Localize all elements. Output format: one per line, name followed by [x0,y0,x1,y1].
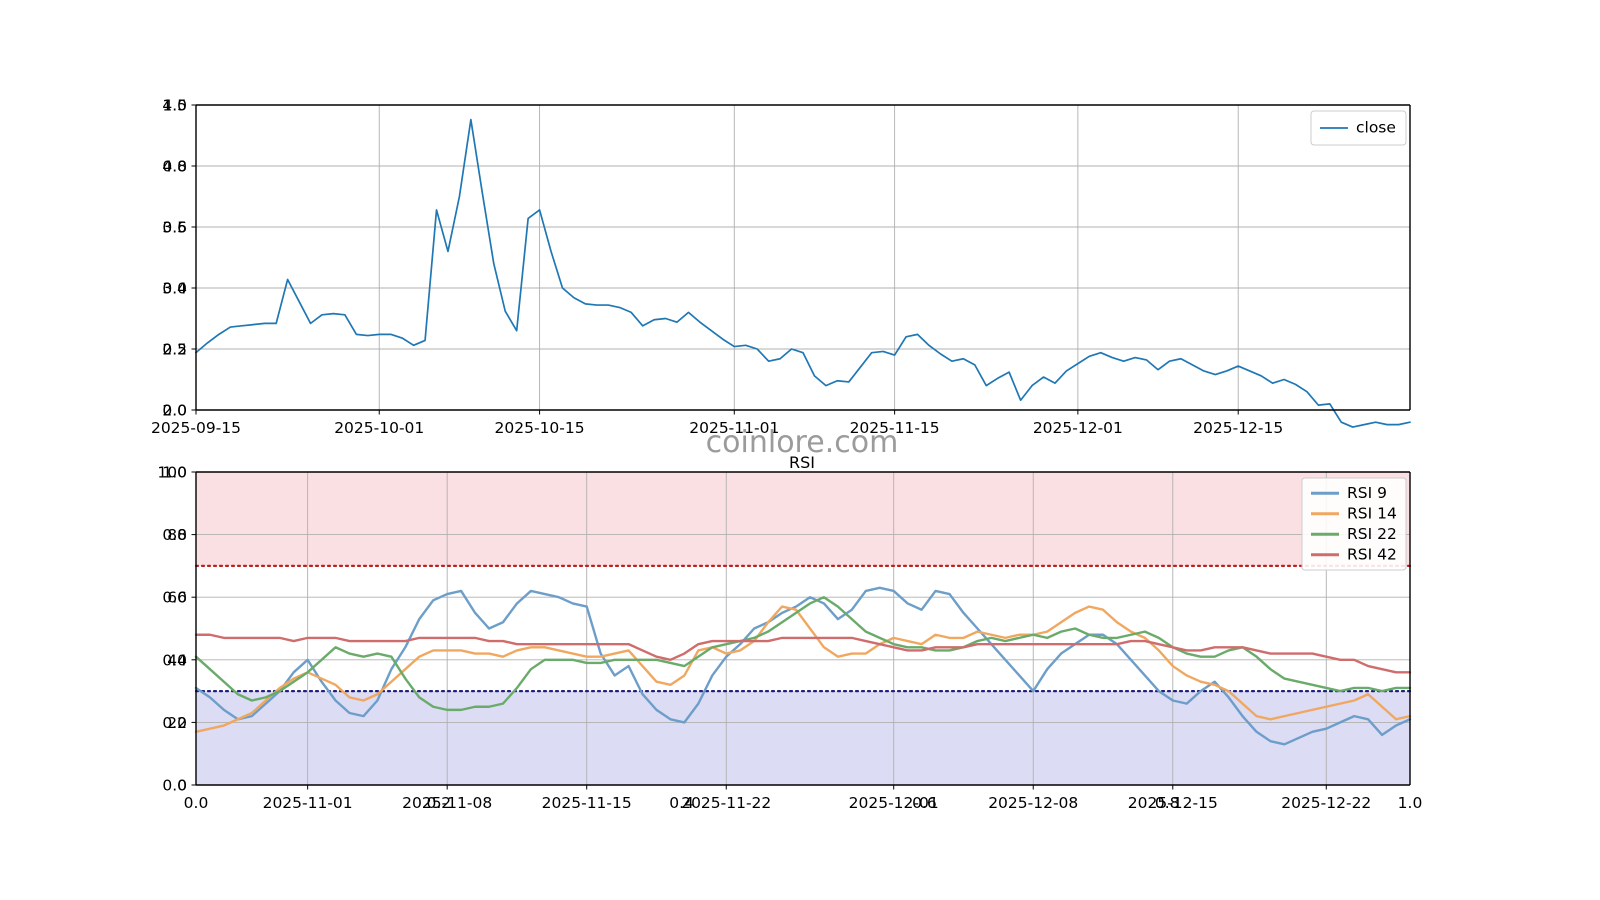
rsi-legend-label-rsi-22: RSI 22 [1347,525,1397,543]
rsi-y-overlay-tick-label-4: 0.8 [162,526,187,544]
rsi-y-overlay-tick-label-5: 1.0 [162,464,187,482]
rsi-legend-label-rsi-14: RSI 14 [1347,504,1397,522]
rsi-threshold-lines [194,564,1412,693]
price-legend-label-close: close [1356,119,1396,137]
price-legend[interactable]: close [1310,110,1407,146]
rsi-x-overlay-tick-label-3: 0.6 [912,794,937,812]
price-y-tick-label-1: 2.5 [162,341,187,359]
rsi-tickmarks [191,471,1327,790]
price-y-overlay-tick-label-0: 0.0 [162,402,187,420]
price-y-overlay-tick-label-1: 0.2 [162,341,187,359]
rsi-x-overlay-tick-label-5: 1.0 [1398,794,1423,812]
rsi-x-tick-label-4: 2025-12-01 [849,794,939,812]
price-y-tick-label-3: 3.5 [162,219,187,237]
rsi-chart-axes: RSI 0 20 40 60 80 100 0.0 0.2 0.4 0.6 0.8 1.0 2025… [157,453,1422,812]
rsi-line-rsi-14 [194,605,1412,733]
rsi-y-overlay-tick-labels: 0.0 0.2 0.4 0.6 0.8 1.0 [162,464,187,795]
rsi-y-overlay-tick-label-0: 0.0 [162,777,187,795]
rsi-x-overlay-tick-label-2: 0.4 [669,794,694,812]
rsi-y-tick-label-5: 100 [157,464,187,482]
price-x-tick-label-3: 2025-11-01 [689,419,779,437]
overbought-band [196,472,1410,566]
price-axis-spines [195,104,1411,411]
price-x-tick-label-4: 2025-11-15 [850,419,940,437]
rsi-legend-box [1301,477,1407,571]
rsi-series-group [194,586,1412,746]
price-y-tick-label-5: 4.5 [162,97,187,115]
price-y-tick-label-4: 4.0 [162,158,187,176]
rsi-x-tick-label-7: 2025-12-22 [1281,794,1371,812]
rsi-y-overlay-tick-label-2: 0.4 [162,651,187,669]
rsi-x-overlay-tick-labels: 0.0 0.2 0.4 0.6 0.8 1.0 [184,794,1423,812]
price-x-tick-label-1: 2025-10-01 [334,419,424,437]
price-tickmarks [191,104,1239,415]
price-y-tick-labels: 2.0 2.5 3.0 3.5 4.0 4.5 [162,97,187,420]
rsi-x-tick-label-6: 2025-12-15 [1128,794,1218,812]
oversold-band [196,691,1410,785]
price-y-tick-label-2: 3.0 [162,280,187,298]
rsi-line-rsi-42 [194,633,1412,674]
price-x-tick-label-5: 2025-12-01 [1033,419,1123,437]
price-series-group [195,118,1411,428]
rsi-legend-label-rsi-9: RSI 9 [1347,484,1387,502]
price-y-overlay-tick-label-3: 0.6 [162,219,187,237]
price-x-tick-label-0: 2025-09-15 [151,419,241,437]
watermark-text: coinlore.com [706,425,899,460]
price-x-tick-label-6: 2025-12-15 [1193,419,1283,437]
rsi-legend-label-rsi-42: RSI 42 [1347,545,1397,563]
rsi-x-overlay-tick-label-4: 0.8 [1155,794,1180,812]
rsi-legend[interactable]: RSI 9 RSI 14 RSI 22 RSI 42 [1301,477,1407,571]
price-line-close [195,118,1411,428]
rsi-x-overlay-tick-label-0: 0.0 [184,794,209,812]
rsi-y-tick-label-3: 60 [167,589,187,607]
rsi-x-tick-label-3: 2025-11-22 [681,794,771,812]
price-y-overlay-tick-label-2: 0.4 [162,280,187,298]
rsi-x-tick-labels: 2025-11-01 2025-11-08 2025-11-15 2025-11-22… [263,794,1372,812]
price-chart-axes: 2.0 2.5 3.0 3.5 4.0 4.5 0.0 0.2 0.4 0.6 0.8 1.0 20… [151,97,1411,437]
rsi-line-rsi-22 [194,596,1412,712]
rsi-line-rsi-9 [194,586,1412,746]
rsi-y-tick-labels: 0 20 40 60 80 100 [157,464,187,795]
price-y-tick-label-0: 2.0 [162,402,187,420]
price-legend-box [1310,110,1407,146]
price-x-tick-labels: 2025-09-15 2025-10-01 2025-10-15 2025-11-01… [151,419,1283,437]
rsi-x-overlay-tick-label-1: 0.2 [426,794,451,812]
rsi-y-overlay-tick-label-3: 0.6 [162,589,187,607]
rsi-x-tick-label-2: 2025-11-15 [542,794,632,812]
rsi-axis-spines [195,471,1411,786]
price-plot-area [196,105,1410,410]
price-x-tick-label-2: 2025-10-15 [495,419,585,437]
rsi-x-tick-label-0: 2025-11-01 [263,794,353,812]
price-y-overlay-tick-label-5: 1.0 [162,97,187,115]
rsi-y-tick-label-1: 20 [167,714,187,732]
rsi-x-tick-label-5: 2025-12-08 [988,794,1078,812]
rsi-chart-title: RSI [789,453,815,472]
rsi-x-tick-label-1: 2025-11-08 [402,794,492,812]
rsi-y-tick-label-0: 0 [177,777,187,795]
rsi-y-tick-label-4: 80 [167,526,187,544]
rsi-y-overlay-tick-label-1: 0.2 [162,714,187,732]
price-y-overlay-tick-labels: 0.0 0.2 0.4 0.6 0.8 1.0 [162,97,187,420]
price-y-overlay-tick-label-4: 0.8 [162,158,187,176]
rsi-y-tick-label-2: 40 [167,651,187,669]
